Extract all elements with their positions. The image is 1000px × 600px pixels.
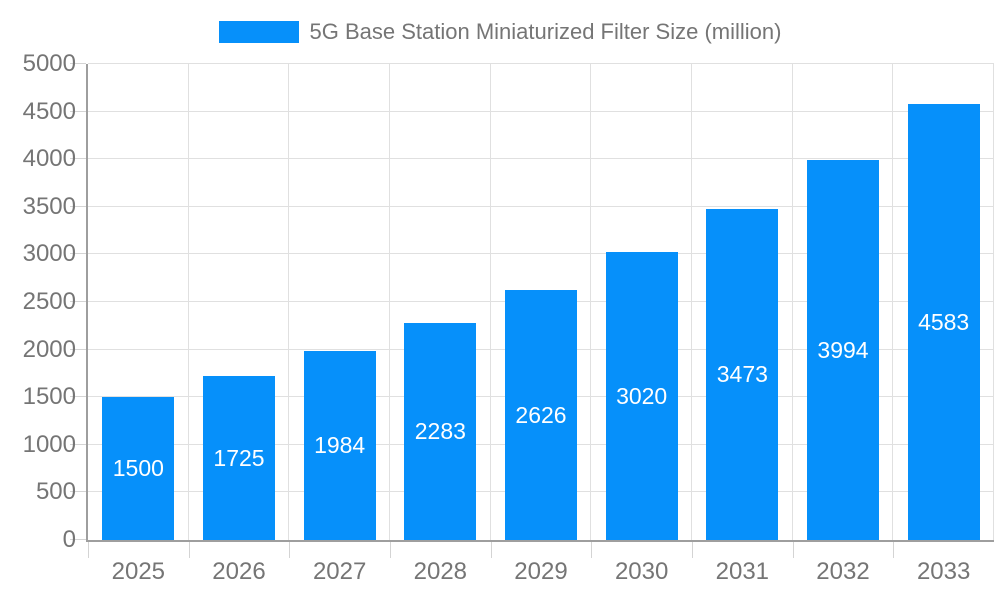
bar-2027[interactable]: 1984 [303,351,376,540]
bar-2026[interactable]: 1725 [203,376,275,540]
y-axis-label: 2000 [22,335,76,363]
v-gridline [590,64,592,540]
y-tick [70,63,86,64]
bar-2025[interactable]: 1500 [102,397,175,540]
y-axis-label: 2500 [22,288,76,315]
bar-2033[interactable]: 4583 [907,104,980,540]
y-axis-label: 500 [35,478,76,506]
v-gridline [691,64,692,540]
y-axis-label: 4000 [22,145,76,173]
bar-value-label: 2626 [515,401,567,428]
y-tick [70,491,86,493]
v-gridline [489,64,491,540]
x-axis-label-2031: 2031 [715,558,770,585]
x-tick [490,542,492,558]
x-axis-label-2033: 2033 [916,558,971,585]
x-tick [792,542,794,558]
x-tick [289,542,291,558]
bar-2030[interactable]: 3020 [605,252,678,540]
x-tick [591,542,593,558]
h-gridline [88,158,994,160]
y-tick [70,443,86,445]
bar-value-label: 4583 [918,308,970,335]
h-gridline [88,63,994,64]
plot-area: 1500 1725 1984 2283 2626 3020 3473 3994 4583 [86,63,994,542]
y-tick [70,110,86,112]
v-gridline [791,64,793,540]
v-gridline [288,64,290,540]
h-gridline [88,205,994,207]
bar-value-label: 1984 [314,432,366,458]
y-axis-label: 3000 [22,240,76,268]
v-gridline [187,64,189,540]
v-gridline [892,64,894,540]
x-tick [390,542,391,558]
y-axis-label: 0 [62,526,76,553]
bar-value-label: 3020 [616,382,668,409]
bar-value-label: 1500 [112,455,164,481]
legend-item[interactable]: 5G Base Station Miniaturized Filter Size… [0,19,1000,45]
x-axis-label-2032: 2032 [816,558,870,585]
h-gridline [88,110,994,112]
y-axis-label: 3500 [22,192,76,220]
y-tick [70,253,86,255]
x-axis-label-2027: 2027 [312,558,367,585]
y-axis-label: 5000 [22,50,76,77]
v-gridline [389,64,390,540]
bar-value-label: 2283 [414,418,466,444]
y-tick [70,396,86,398]
bar-2029[interactable]: 2626 [505,290,577,540]
x-tick [893,542,895,558]
x-tick [692,542,693,558]
bar-value-label: 1725 [213,444,265,471]
x-tick [188,542,190,558]
x-axis-line [86,540,994,542]
y-tick [70,205,86,207]
bar-2028[interactable]: 2283 [404,323,477,540]
y-axis-label: 1000 [22,430,76,458]
y-axis-line [86,64,88,542]
x-axis-label-2030: 2030 [614,558,669,585]
y-axis-label: 1500 [22,383,76,411]
y-axis-label: 4500 [22,97,76,125]
h-gridline [88,253,994,255]
bar-2032[interactable]: 3994 [807,160,879,540]
x-axis-label-2025: 2025 [111,558,166,585]
bar-value-label: 3473 [716,361,768,387]
x-axis-label-2029: 2029 [514,558,568,585]
x-axis-label-2028: 2028 [413,558,468,585]
y-tick [70,348,86,350]
y-tick [70,301,86,302]
bar-2031[interactable]: 3473 [706,209,779,540]
x-axis-label-2026: 2026 [212,558,266,585]
bar-value-label: 3994 [817,336,869,363]
x-tick [88,542,89,558]
v-gridline [993,64,994,540]
legend-label: 5G Base Station Miniaturized Filter Size… [309,19,782,44]
y-tick [70,158,86,160]
legend-swatch [218,21,299,43]
y-tick [70,539,86,540]
